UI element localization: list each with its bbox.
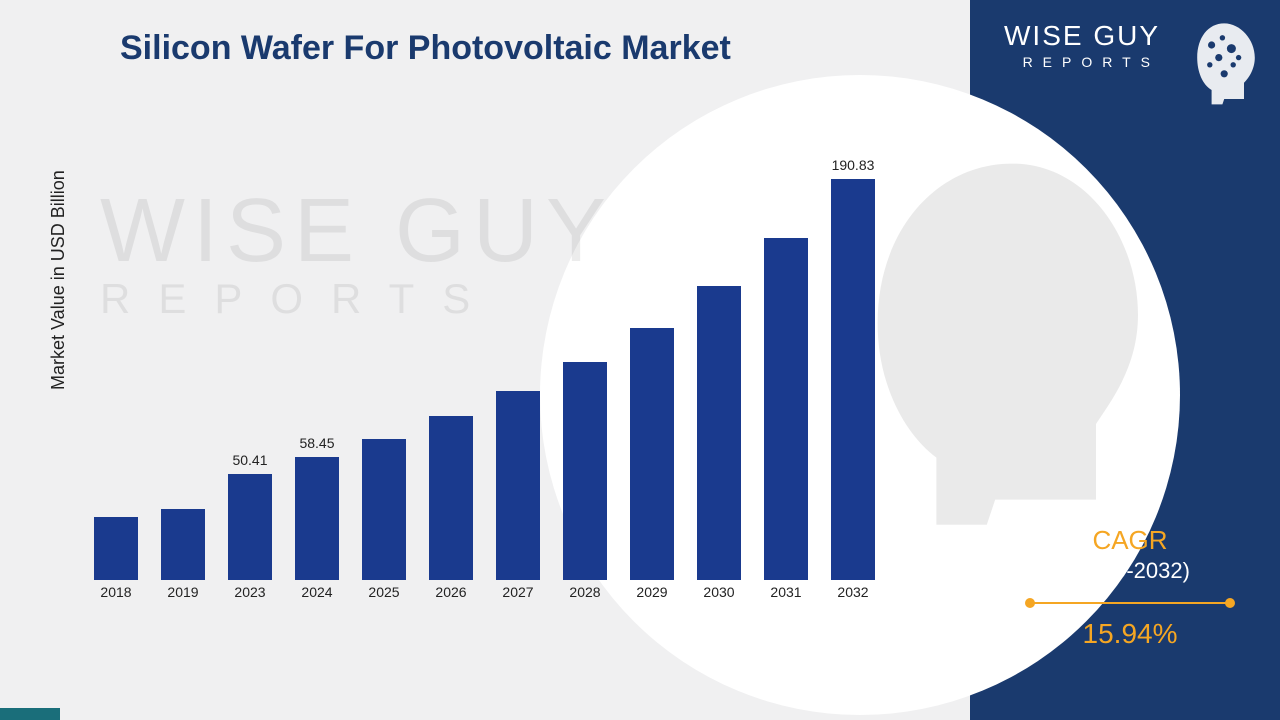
x-axis-labels: 2018 2019 2023 2024 2025 2026 2027 2028 2029 2030…	[90, 584, 890, 604]
bar	[161, 509, 205, 580]
logo-head-icon	[1172, 18, 1262, 108]
x-tick-label: 2031	[770, 584, 801, 600]
x-tick-label: 2019	[167, 584, 198, 600]
bar	[429, 416, 473, 580]
x-tick-label: 2029	[636, 584, 667, 600]
chart-title: Silicon Wafer For Photovoltaic Market	[120, 28, 731, 69]
x-tick-label: 2018	[100, 584, 131, 600]
bar	[630, 328, 674, 580]
logo-line2: REPORTS	[1004, 54, 1160, 70]
bar	[563, 362, 607, 580]
x-tick-label: 2023	[234, 584, 265, 600]
bar-value-label: 190.83	[823, 157, 883, 173]
bar-value-label: 58.45	[287, 435, 347, 451]
x-tick-label: 2024	[301, 584, 332, 600]
bar	[94, 517, 138, 580]
x-tick-label: 2032	[837, 584, 868, 600]
cagr-box: CAGR (2019-2032) 15.94%	[1020, 525, 1240, 650]
bar	[831, 179, 875, 580]
x-tick-label: 2027	[502, 584, 533, 600]
cagr-divider	[1030, 602, 1230, 604]
x-tick-label: 2028	[569, 584, 600, 600]
brand-logo: WISE GUY REPORTS	[1004, 20, 1160, 70]
bar-value-label: 50.41	[220, 452, 280, 468]
bar	[295, 457, 339, 580]
bar	[362, 439, 406, 580]
x-tick-label: 2025	[368, 584, 399, 600]
y-axis-label: Market Value in USD Billion	[48, 170, 69, 390]
logo-line1: WISE GUY	[1004, 20, 1160, 52]
cagr-label: CAGR	[1020, 525, 1240, 556]
bar	[496, 391, 540, 580]
plot-area: 50.41 58.45 190.83	[90, 160, 890, 580]
cagr-range: (2019-2032)	[1020, 558, 1240, 584]
report-canvas: WISE GUY REPORTS Silicon Wafer For Photo…	[0, 0, 1280, 720]
bar	[697, 286, 741, 580]
x-tick-label: 2030	[703, 584, 734, 600]
cagr-value: 15.94%	[1020, 618, 1240, 650]
footer-accent-bar	[0, 708, 60, 720]
bar	[228, 474, 272, 580]
x-tick-label: 2026	[435, 584, 466, 600]
bar-chart: 50.41 58.45 190.83	[90, 160, 890, 580]
bar	[764, 238, 808, 580]
